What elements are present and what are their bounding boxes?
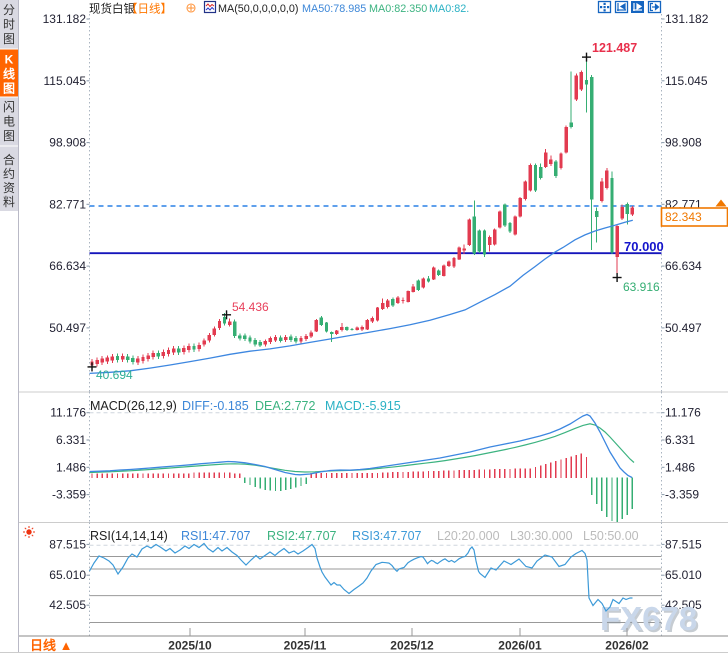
svg-text:MACD:-5.915: MACD:-5.915 xyxy=(325,399,401,413)
svg-text:FX678: FX678 xyxy=(600,600,697,637)
svg-text:42.505: 42.505 xyxy=(665,598,702,612)
svg-text:1.486: 1.486 xyxy=(665,460,695,474)
svg-text:【日线】: 【日线】 xyxy=(126,2,172,16)
svg-text:82.343: 82.343 xyxy=(665,210,702,224)
svg-text:-3.359: -3.359 xyxy=(52,488,86,502)
svg-text:121.487: 121.487 xyxy=(592,41,637,55)
svg-text:42.505: 42.505 xyxy=(49,598,86,612)
svg-text:合: 合 xyxy=(3,152,15,167)
svg-text:87.515: 87.515 xyxy=(49,537,86,551)
svg-text:MA0:82.350: MA0:82.350 xyxy=(369,3,427,15)
svg-text:线: 线 xyxy=(3,66,15,81)
svg-text:RSI3:47.707: RSI3:47.707 xyxy=(352,529,422,543)
svg-text:图: 图 xyxy=(3,129,15,143)
svg-text:65.010: 65.010 xyxy=(665,568,702,582)
svg-text:MA0:82.: MA0:82. xyxy=(429,3,469,15)
svg-text:2026/01: 2026/01 xyxy=(498,639,542,653)
svg-text:98.908: 98.908 xyxy=(665,136,702,150)
svg-text:L50:50.00: L50:50.00 xyxy=(583,529,639,543)
svg-text:RSI1:47.707: RSI1:47.707 xyxy=(181,529,251,543)
svg-text:FX678: FX678 xyxy=(602,602,699,639)
svg-text:2026/02: 2026/02 xyxy=(605,639,649,653)
svg-text:2025/11: 2025/11 xyxy=(284,639,327,653)
svg-text:87.515: 87.515 xyxy=(665,537,702,551)
svg-text:时: 时 xyxy=(3,18,15,32)
svg-text:MACD(26,12,9): MACD(26,12,9) xyxy=(90,399,177,413)
svg-text:现货白银: 现货白银 xyxy=(89,2,135,16)
svg-text:图: 图 xyxy=(3,82,15,96)
svg-text:70.000: 70.000 xyxy=(624,239,664,254)
svg-text:DEA:2.772: DEA:2.772 xyxy=(255,399,316,413)
svg-text:115.045: 115.045 xyxy=(665,74,708,88)
svg-text:63.916: 63.916 xyxy=(623,280,660,294)
svg-text:65.010: 65.010 xyxy=(49,568,86,582)
svg-text:2025/10: 2025/10 xyxy=(168,639,212,653)
svg-text:82.771: 82.771 xyxy=(49,197,86,211)
svg-text:6.331: 6.331 xyxy=(56,433,86,447)
svg-text:131.182: 131.182 xyxy=(43,12,87,26)
svg-text:DIFF:-0.185: DIFF:-0.185 xyxy=(182,399,249,413)
svg-text:L30:30.000: L30:30.000 xyxy=(510,529,573,543)
svg-text:98.908: 98.908 xyxy=(49,136,86,150)
svg-text:131.182: 131.182 xyxy=(665,12,709,26)
svg-text:50.497: 50.497 xyxy=(665,321,702,335)
svg-text:66.634: 66.634 xyxy=(49,259,86,273)
svg-text:115.045: 115.045 xyxy=(44,74,87,88)
svg-text:50.497: 50.497 xyxy=(49,321,86,335)
svg-text:RSI(14,14,14): RSI(14,14,14) xyxy=(90,529,168,543)
svg-text:MA50:78.985: MA50:78.985 xyxy=(302,3,366,15)
svg-text:RSI2:47.707: RSI2:47.707 xyxy=(267,529,337,543)
svg-text:11.176: 11.176 xyxy=(50,406,86,420)
svg-text:资: 资 xyxy=(3,181,15,195)
svg-text:1.486: 1.486 xyxy=(56,460,86,474)
svg-text:分: 分 xyxy=(3,3,15,17)
svg-text:66.634: 66.634 xyxy=(665,259,702,273)
svg-text:闪: 闪 xyxy=(3,100,15,114)
svg-text:2025/12: 2025/12 xyxy=(390,639,434,653)
svg-text:日线 ▲: 日线 ▲ xyxy=(30,638,72,653)
svg-text:约: 约 xyxy=(3,166,15,181)
svg-text:54.436: 54.436 xyxy=(232,300,269,314)
svg-text:L20:20.000: L20:20.000 xyxy=(437,529,500,543)
svg-text:图: 图 xyxy=(3,32,15,46)
svg-text:MA(50,0,0,0,0,0): MA(50,0,0,0,0,0) xyxy=(218,3,298,15)
svg-text:料: 料 xyxy=(3,195,15,209)
svg-text:11.176: 11.176 xyxy=(665,406,701,420)
svg-text:电: 电 xyxy=(3,115,15,129)
svg-text:-3.359: -3.359 xyxy=(665,488,699,502)
svg-text:6.331: 6.331 xyxy=(665,433,695,447)
svg-text:K: K xyxy=(5,53,14,67)
svg-text:40.694: 40.694 xyxy=(96,368,133,382)
